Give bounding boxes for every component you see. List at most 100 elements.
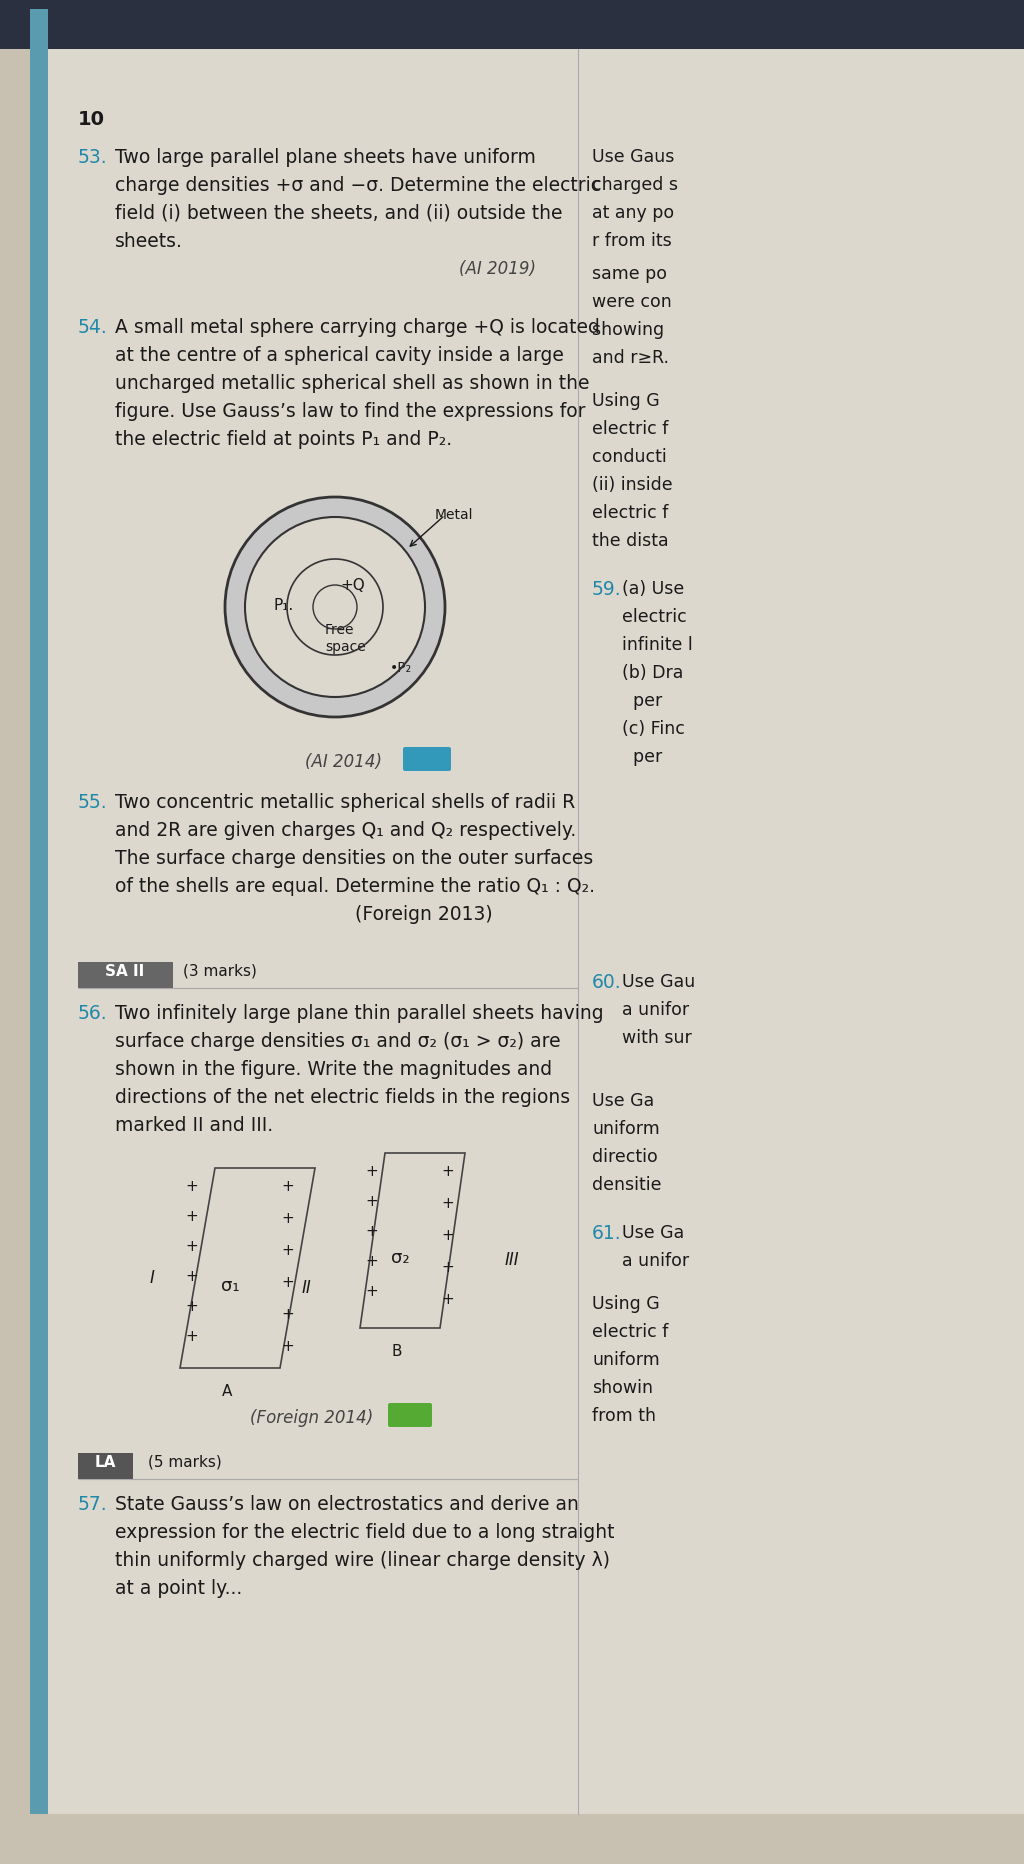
- Text: Use Gau: Use Gau: [622, 973, 695, 990]
- Text: the dista: the dista: [592, 531, 669, 550]
- Text: marked II and III.: marked II and III.: [115, 1115, 273, 1135]
- Text: A: A: [222, 1383, 232, 1398]
- Text: (Foreign 2013): (Foreign 2013): [115, 904, 493, 923]
- Text: +: +: [441, 1260, 455, 1275]
- Text: The surface charge densities on the outer surfaces: The surface charge densities on the oute…: [115, 848, 593, 867]
- Text: directio: directio: [592, 1148, 657, 1165]
- Text: electric f: electric f: [592, 1322, 669, 1340]
- Text: Metal: Metal: [435, 507, 473, 522]
- Text: figure. Use Gauss’s law to find the expressions for: figure. Use Gauss’s law to find the expr…: [115, 403, 586, 421]
- Text: A small metal sphere carrying charge +Q is located: A small metal sphere carrying charge +Q …: [115, 319, 600, 337]
- Text: 61.: 61.: [592, 1223, 622, 1241]
- Text: per: per: [622, 747, 663, 766]
- Text: +: +: [441, 1228, 455, 1243]
- Text: (AI 2019): (AI 2019): [459, 259, 536, 278]
- Text: Two concentric metallic spherical shells of radii R: Two concentric metallic spherical shells…: [115, 792, 575, 811]
- Text: 59.: 59.: [592, 580, 622, 598]
- Text: uniform: uniform: [592, 1350, 659, 1368]
- Text: III: III: [505, 1251, 519, 1268]
- Text: Use Ga: Use Ga: [592, 1092, 654, 1109]
- Text: surface charge densities σ₁ and σ₂ (σ₁ > σ₂) are: surface charge densities σ₁ and σ₂ (σ₁ >…: [115, 1031, 560, 1051]
- Text: with sur: with sur: [622, 1029, 692, 1046]
- Text: (AI 2014): (AI 2014): [305, 753, 382, 770]
- Text: +: +: [366, 1225, 379, 1240]
- Text: sheets.: sheets.: [115, 231, 183, 252]
- Text: +: +: [366, 1284, 379, 1299]
- Text: and r≥R.: and r≥R.: [592, 349, 669, 367]
- Text: 56.: 56.: [78, 1003, 108, 1023]
- Text: +: +: [185, 1240, 199, 1254]
- Text: 57.: 57.: [78, 1495, 108, 1514]
- Text: +: +: [185, 1269, 199, 1284]
- Text: Ev: Ev: [400, 1407, 419, 1422]
- Text: were con: were con: [592, 293, 672, 311]
- Text: field (i) between the sheets, and (ii) outside the: field (i) between the sheets, and (ii) o…: [115, 203, 562, 224]
- Text: P₁.: P₁.: [273, 598, 293, 613]
- Text: of the shells are equal. Determine the ratio Q₁ : Q₂.: of the shells are equal. Determine the r…: [115, 876, 595, 895]
- Text: charged s: charged s: [592, 175, 678, 194]
- Text: from th: from th: [592, 1405, 656, 1424]
- Text: charge densities +σ and −σ. Determine the electric: charge densities +σ and −σ. Determine th…: [115, 175, 601, 196]
- Text: +: +: [282, 1243, 294, 1258]
- Text: I: I: [150, 1268, 155, 1286]
- Text: r from its: r from its: [592, 231, 672, 250]
- FancyBboxPatch shape: [403, 747, 451, 772]
- Text: (a) Use: (a) Use: [622, 580, 684, 598]
- Bar: [30, 9, 48, 1814]
- Text: Use Gaus: Use Gaus: [592, 147, 675, 166]
- Text: +: +: [185, 1329, 199, 1344]
- Text: +: +: [282, 1178, 294, 1193]
- Text: +: +: [441, 1197, 455, 1212]
- Text: +: +: [441, 1163, 455, 1178]
- Text: Using G: Using G: [592, 391, 659, 410]
- Text: shown in the figure. Write the magnitudes and: shown in the figure. Write the magnitude…: [115, 1059, 552, 1079]
- Text: showing: showing: [592, 321, 670, 339]
- Text: infinite l: infinite l: [622, 636, 693, 654]
- Text: (3 marks): (3 marks): [183, 964, 257, 979]
- Text: +: +: [366, 1163, 379, 1178]
- Text: •P₂: •P₂: [390, 660, 412, 675]
- Text: 54.: 54.: [78, 319, 108, 337]
- Text: (Foreign 2014): (Foreign 2014): [250, 1407, 374, 1426]
- Text: (c) Finc: (c) Finc: [622, 720, 685, 738]
- Polygon shape: [180, 1169, 315, 1368]
- Text: σ₁: σ₁: [221, 1277, 240, 1294]
- Text: (5 marks): (5 marks): [148, 1454, 222, 1469]
- Text: +: +: [185, 1178, 199, 1193]
- Text: 60.: 60.: [592, 973, 622, 992]
- Text: directions of the net electric fields in the regions: directions of the net electric fields in…: [115, 1087, 570, 1107]
- Text: +: +: [282, 1275, 294, 1290]
- Text: Two large parallel plane sheets have uniform: Two large parallel plane sheets have uni…: [115, 147, 536, 168]
- FancyBboxPatch shape: [388, 1404, 432, 1428]
- Text: Free: Free: [325, 623, 354, 637]
- Text: same po: same po: [592, 265, 667, 283]
- Text: +Q: +Q: [340, 578, 365, 593]
- Bar: [78, 962, 173, 988]
- Text: thin uniformly charged wire (linear charge density λ): thin uniformly charged wire (linear char…: [115, 1551, 610, 1569]
- Text: II: II: [302, 1279, 311, 1295]
- Text: space: space: [325, 639, 366, 654]
- Text: SA II: SA II: [105, 964, 144, 979]
- Text: +: +: [366, 1254, 379, 1269]
- Text: the electric field at points P₁ and P₂.: the electric field at points P₁ and P₂.: [115, 431, 453, 449]
- Text: per: per: [622, 692, 663, 710]
- Text: LA: LA: [94, 1454, 116, 1469]
- Text: 55.: 55.: [78, 792, 108, 811]
- Circle shape: [245, 518, 425, 697]
- Text: electric: electric: [622, 608, 687, 626]
- Bar: [78, 1454, 133, 1480]
- Circle shape: [225, 498, 445, 718]
- Text: conducti: conducti: [592, 447, 667, 466]
- Text: uncharged metallic spherical shell as shown in the: uncharged metallic spherical shell as sh…: [115, 375, 590, 393]
- Text: at any po: at any po: [592, 203, 674, 222]
- Text: B: B: [392, 1344, 402, 1359]
- Polygon shape: [360, 1154, 465, 1329]
- Text: electric f: electric f: [592, 503, 669, 522]
- Text: at the centre of a spherical cavity inside a large: at the centre of a spherical cavity insi…: [115, 347, 564, 365]
- Text: +: +: [282, 1338, 294, 1353]
- Text: a unifor: a unifor: [622, 1001, 689, 1018]
- Text: +: +: [441, 1292, 455, 1307]
- Text: uniform: uniform: [592, 1120, 659, 1137]
- Text: a unifor: a unifor: [622, 1251, 689, 1269]
- Text: σ₂: σ₂: [391, 1249, 410, 1266]
